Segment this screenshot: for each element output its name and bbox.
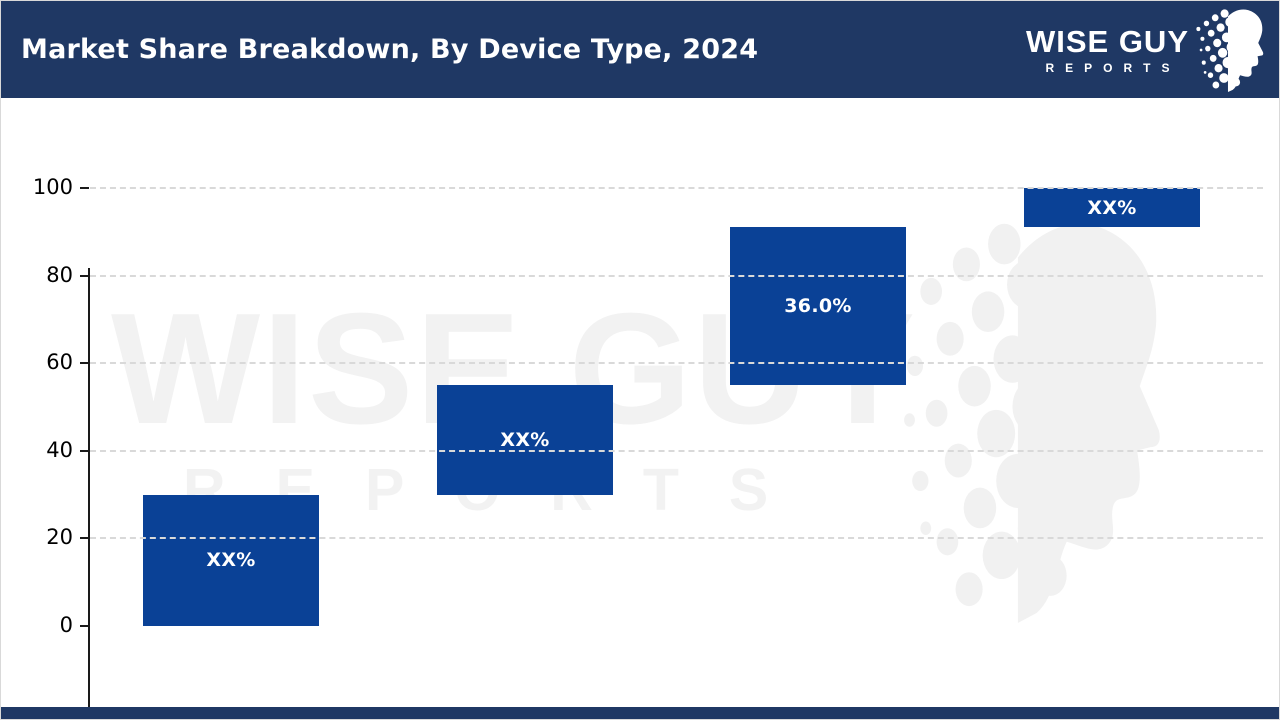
y-axis-tick-label: 100 bbox=[32, 175, 73, 199]
bar-value-label: XX% bbox=[206, 549, 256, 572]
y-axis-tick bbox=[80, 362, 89, 365]
y-axis-tick-label: 0 bbox=[59, 613, 73, 637]
bar-value-label: XX% bbox=[500, 428, 550, 451]
waterfall-bar: 36.0% bbox=[730, 227, 906, 386]
logo-text: WISE GUY REPORTS bbox=[1025, 23, 1189, 75]
bar-value-label: XX% bbox=[1087, 196, 1137, 219]
y-axis-tick-label: 60 bbox=[46, 350, 73, 375]
header-bar: Market Share Breakdown, By Device Type, … bbox=[1, 1, 1279, 98]
gridline bbox=[90, 274, 1263, 277]
gridline bbox=[90, 449, 1263, 452]
y-axis-line bbox=[88, 268, 90, 719]
watermark-face-icon bbox=[890, 223, 1160, 623]
logo-wordmark: WISE GUY bbox=[1025, 23, 1189, 59]
y-axis-tick bbox=[80, 625, 89, 627]
waterfall-bar: XX% bbox=[1024, 188, 1200, 228]
wise-guy-reports-logo: WISE GUY REPORTS bbox=[1026, 8, 1267, 92]
y-axis-tick bbox=[80, 537, 89, 540]
waterfall-bar: XX% bbox=[143, 494, 319, 626]
y-axis-tick-label: 80 bbox=[46, 262, 73, 287]
y-axis-tick bbox=[80, 274, 89, 277]
bar-value-label: 36.0% bbox=[784, 295, 852, 318]
waterfall-bar: XX% bbox=[437, 385, 613, 495]
logo-subtitle: REPORTS bbox=[1045, 60, 1181, 75]
gridline bbox=[90, 537, 1263, 540]
y-axis-tick bbox=[80, 449, 89, 452]
page-title: Market Share Breakdown, By Device Type, … bbox=[21, 34, 759, 65]
y-axis-tick bbox=[80, 187, 89, 189]
y-axis-tick-label: 40 bbox=[46, 437, 73, 462]
gridline bbox=[90, 187, 1263, 189]
footer-bar bbox=[1, 707, 1279, 719]
y-axis-tick-label: 20 bbox=[46, 525, 73, 550]
dotted-face-icon bbox=[1196, 8, 1264, 92]
gridline bbox=[90, 362, 1263, 365]
